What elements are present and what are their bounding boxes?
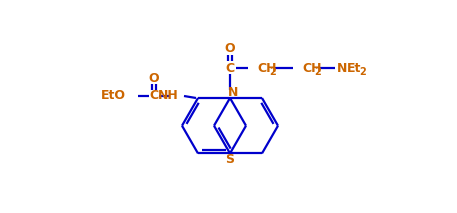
Text: Et: Et xyxy=(347,62,361,75)
Text: 2: 2 xyxy=(269,67,276,77)
Text: CH: CH xyxy=(302,62,322,75)
Text: N: N xyxy=(337,62,347,75)
Text: S: S xyxy=(225,153,234,166)
Text: 2: 2 xyxy=(359,67,366,77)
Text: C: C xyxy=(225,62,234,75)
Text: CH: CH xyxy=(257,62,276,75)
Text: 2: 2 xyxy=(314,67,321,77)
Text: N: N xyxy=(228,86,238,99)
Text: EtO: EtO xyxy=(101,89,126,102)
Text: NH: NH xyxy=(158,89,179,102)
Text: O: O xyxy=(149,72,159,85)
Text: O: O xyxy=(225,42,235,55)
Text: C: C xyxy=(149,89,159,102)
